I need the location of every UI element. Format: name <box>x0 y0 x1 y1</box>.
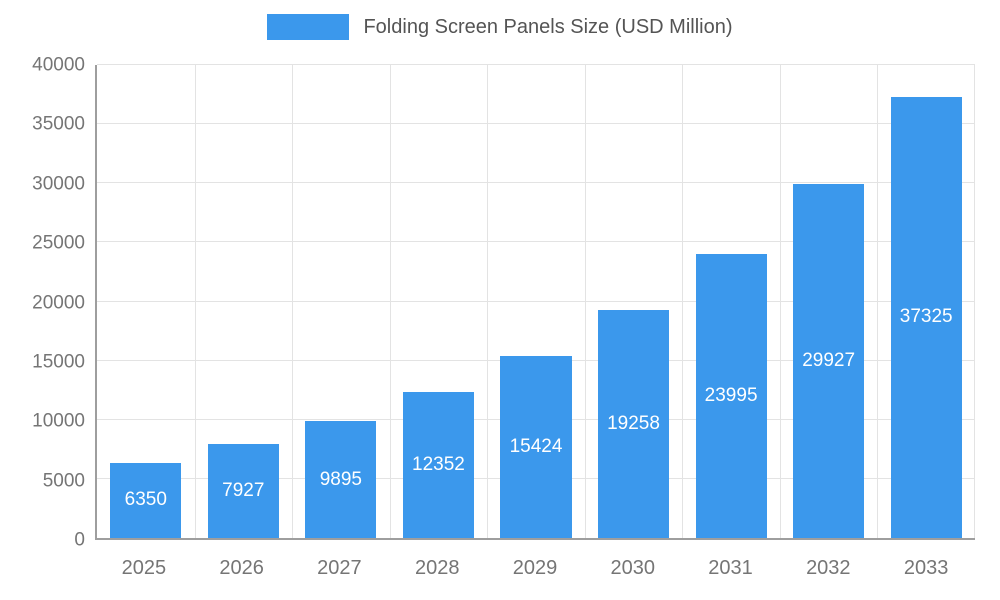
bar: 29927 <box>793 184 865 538</box>
bar: 12352 <box>402 391 475 538</box>
bar-column: 37325 <box>877 65 975 538</box>
y-tick-label: 35000 <box>32 113 85 135</box>
y-tick-label: 0 <box>74 529 85 551</box>
v-gridline <box>584 65 586 538</box>
bar-value-label: 15424 <box>509 435 563 457</box>
chart-legend: Folding Screen Panels Size (USD Million) <box>0 14 1000 40</box>
v-gridline <box>487 65 489 538</box>
bar-value-label: 6350 <box>124 489 167 511</box>
bar-value-label: 19258 <box>607 413 660 435</box>
bar-value-label: 29927 <box>802 350 856 372</box>
v-gridline <box>877 65 879 538</box>
bar: 23995 <box>695 254 767 538</box>
h-gridline <box>97 241 975 243</box>
y-tick-label: 25000 <box>32 232 85 254</box>
bar-column: 15424 <box>487 65 585 538</box>
x-tick-label: 2028 <box>414 557 460 579</box>
bar-column: 9895 <box>292 65 390 538</box>
bar-column: 19258 <box>585 65 683 538</box>
x-tick-label: 2026 <box>219 557 264 579</box>
y-tick-label: 10000 <box>32 410 85 432</box>
h-gridline <box>97 123 975 125</box>
bar-value-label: 7927 <box>222 480 265 502</box>
bar-value-label: 9895 <box>319 468 363 490</box>
plot-area: 6350 7927 9895 12352 15424 19258 23995 29927 373… <box>95 64 975 540</box>
legend-label: Folding Screen Panels Size (USD Million) <box>363 15 733 38</box>
bar-column: 6350 <box>97 65 195 538</box>
y-tick-label: 40000 <box>32 54 85 76</box>
bar-value-label: 37325 <box>899 306 953 328</box>
v-gridline <box>292 65 294 538</box>
x-tick-label: 2025 <box>121 557 167 579</box>
y-tick-label: 15000 <box>32 351 85 373</box>
y-tick-label: 30000 <box>32 173 85 195</box>
x-tick-label: 2032 <box>806 557 851 579</box>
bar-column: 29927 <box>780 65 878 538</box>
bar: 19258 <box>597 310 670 538</box>
bar: 9895 <box>305 421 377 538</box>
x-axis: 2025 2026 2027 2028 2029 2030 2031 2032 2033 <box>95 546 975 586</box>
bar-column: 23995 <box>682 65 780 538</box>
v-gridline <box>194 65 196 538</box>
bar-column: 7927 <box>195 65 293 538</box>
v-gridline <box>779 65 781 538</box>
bar-value-label: 23995 <box>704 385 758 407</box>
bar-value-label: 12352 <box>412 453 465 475</box>
x-tick-label: 2031 <box>708 557 753 579</box>
v-gridline <box>974 65 975 538</box>
h-gridline <box>97 64 975 65</box>
bar: 37325 <box>890 96 962 538</box>
x-tick-label: 2030 <box>610 557 656 579</box>
bar-column: 12352 <box>390 65 488 538</box>
x-tick-label: 2033 <box>903 557 949 579</box>
bar: 7927 <box>207 444 279 538</box>
bar: 6350 <box>110 462 182 538</box>
legend-swatch-icon <box>267 14 350 40</box>
x-tick-label: 2029 <box>512 557 558 579</box>
v-gridline <box>389 65 391 538</box>
y-axis: 0 5000 10000 15000 20000 25000 30000 35000 40000 <box>0 56 95 550</box>
y-tick-label: 20000 <box>32 292 85 313</box>
x-tick-label: 2027 <box>317 557 362 579</box>
v-gridline <box>682 65 684 538</box>
bar: 15424 <box>500 355 572 538</box>
h-gridline <box>97 300 975 302</box>
y-tick-label: 5000 <box>42 470 85 492</box>
h-gridline <box>97 182 975 184</box>
